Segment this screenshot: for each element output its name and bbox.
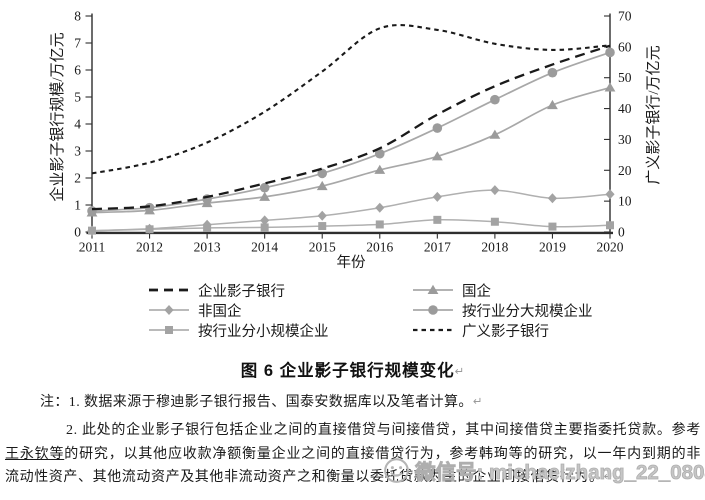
svg-text:0: 0: [74, 225, 81, 240]
svg-text:2013: 2013: [194, 240, 221, 255]
series-5: [91, 24, 611, 175]
svg-text:2011: 2011: [79, 240, 106, 255]
legend-label: 企业影子银行: [198, 283, 285, 300]
svg-text:2015: 2015: [309, 240, 336, 255]
svg-text:广义影子银行/万亿元: 广义影子银行/万亿元: [645, 45, 662, 184]
short-dash-line-sample-icon: [413, 328, 453, 332]
figure-caption: 图 6 企业影子银行规模变化↵: [0, 357, 705, 381]
legend-item-corporate-shadow-banking: 企业影子银行: [148, 280, 412, 300]
return-mark: ↵: [472, 396, 483, 408]
svg-text:2: 2: [74, 171, 81, 186]
note-2: 2. 此处的企业影子银行包括企业之间的直接借贷与间接借贷，其中间接借贷主要指委托…: [5, 423, 701, 485]
return-mark: ↵: [603, 471, 614, 483]
svg-text:1: 1: [74, 198, 81, 213]
svg-text:2017: 2017: [424, 240, 451, 255]
svg-text:6: 6: [74, 63, 81, 78]
legend-item-large-firms: 按行业分大规模企业: [412, 300, 593, 320]
svg-text:2018: 2018: [481, 240, 508, 255]
svg-text:企业影子银行规模/万亿元: 企业影子银行规模/万亿元: [48, 32, 66, 201]
chart-legend: 企业影子银行 国企 非国企 按行业分大规模企业 按行业分小规模企业 广义影子银行: [148, 280, 593, 340]
legend-label: 广义影子银行: [462, 323, 549, 340]
note-1: 注：1. 数据来源于穆迪影子银行报告、国泰安数据库以及笔者计算。↵: [40, 395, 483, 410]
svg-text:8: 8: [74, 9, 81, 24]
svg-text:2014: 2014: [251, 240, 278, 255]
return-mark: ↵: [454, 366, 465, 378]
svg-text:10: 10: [618, 194, 632, 209]
axis-labels: 0 1 2 3 4 5 6 7 8 0 10 20 30 40 50 60 70 2011 2012 2013 2014…: [48, 9, 662, 272]
watermark-text: 微信号: michaelzhang_22_0808: [415, 461, 705, 485]
svg-text:3: 3: [74, 144, 81, 159]
legend-label: 按行业分小规模企业: [198, 323, 329, 340]
svg-text:2012: 2012: [136, 240, 163, 255]
legend-item-soe: 国企: [412, 280, 593, 300]
svg-text:30: 30: [618, 132, 632, 147]
legend-label: 按行业分大规模企业: [462, 303, 593, 320]
figure-caption-text: 图 6 企业影子银行规模变化: [240, 362, 455, 380]
svg-text:5: 5: [74, 90, 81, 105]
svg-text:2016: 2016: [366, 240, 393, 255]
series-2: [87, 185, 615, 236]
circle-line-sample-icon: [413, 305, 453, 315]
legend-item-broad-shadow-banking: 广义影子银行: [412, 320, 593, 340]
svg-text:4: 4: [74, 117, 81, 132]
triangle-line-sample-icon: [413, 284, 453, 294]
svg-text:60: 60: [618, 39, 632, 54]
legend-item-non-soe: 非国企: [148, 300, 412, 320]
legend-label: 非国企: [198, 303, 242, 320]
square-line-sample-icon: [149, 326, 189, 334]
svg-text:0: 0: [618, 225, 625, 240]
svg-text:2019: 2019: [539, 240, 566, 255]
legend-item-small-firms: 按行业分小规模企业: [148, 320, 412, 340]
diamond-line-sample-icon: [149, 305, 189, 315]
svg-text:70: 70: [618, 9, 632, 24]
series-3: [87, 47, 615, 216]
svg-text:7: 7: [74, 36, 81, 51]
svg-text:20: 20: [618, 163, 632, 178]
smiley-icon: [384, 457, 409, 483]
series-0: [91, 44, 611, 211]
shadow-banking-line-chart: 0 1 2 3 4 5 6 7 8 0 10 20 30 40 50 60 70 2011 2012 2013 2014…: [48, 9, 662, 272]
svg-text:2020: 2020: [597, 240, 624, 255]
long-dash-line-sample-icon: [149, 288, 189, 292]
svg-text:50: 50: [618, 70, 632, 85]
wechat-watermark: 微信号: michaelzhang_22_0808: [383, 455, 705, 485]
underlined-author: 王永钦等: [5, 446, 65, 462]
series-4: [88, 215, 614, 235]
svg-text:40: 40: [618, 101, 632, 116]
legend-label: 国企: [462, 283, 491, 300]
svg-text:年份: 年份: [337, 254, 366, 271]
